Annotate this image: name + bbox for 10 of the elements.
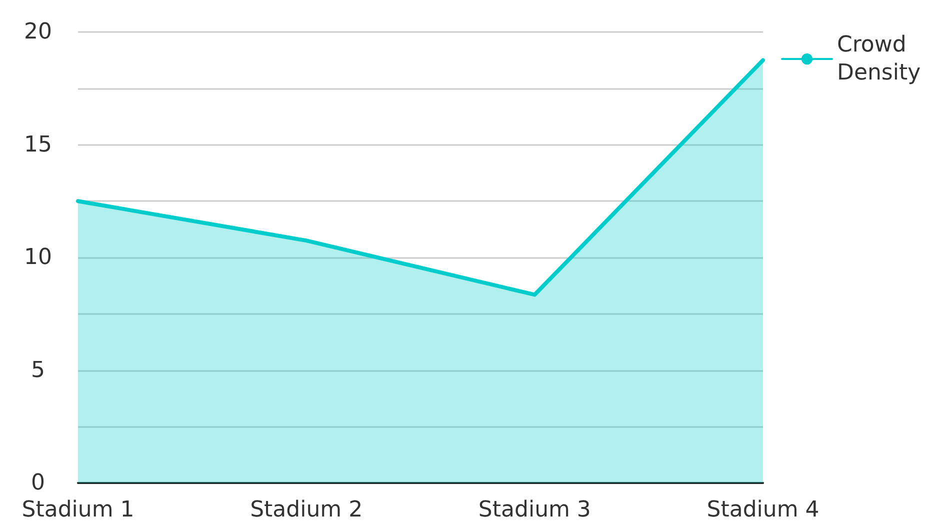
x-tick-label: Stadium 2	[250, 498, 363, 522]
x-tick-label: Stadium 4	[706, 498, 820, 522]
y-tick-label: 10	[24, 245, 52, 270]
x-tick-label: Stadium 1	[22, 498, 134, 522]
y-tick-label: 15	[24, 132, 52, 158]
y-tick-label: 0	[31, 470, 45, 496]
x-tick-label: Stadium 3	[478, 498, 591, 522]
y-tick-label: 20	[24, 20, 52, 44]
legend-label: Crowd Density	[837, 32, 921, 86]
y-tick-label: 5	[31, 358, 45, 383]
